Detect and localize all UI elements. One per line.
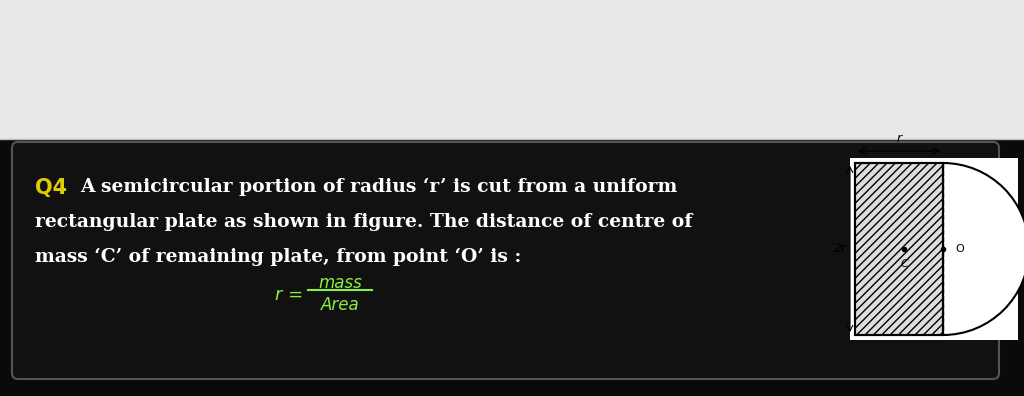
- Bar: [0, 139, 1024, 396]
- Text: O: O: [955, 244, 964, 254]
- Text: 2r: 2r: [834, 242, 847, 255]
- Text: Area: Area: [321, 296, 359, 314]
- Bar: [855, 163, 943, 335]
- Text: mass ‘C’ of remaining plate, from point ‘O’ is :: mass ‘C’ of remaining plate, from point …: [35, 248, 521, 267]
- Text: rectangular plate as shown in figure. The distance of centre of: rectangular plate as shown in figure. Th…: [35, 213, 692, 231]
- Wedge shape: [943, 163, 1024, 335]
- Bar: [0, 0, 1024, 139]
- Text: r =: r =: [275, 286, 303, 304]
- Text: r: r: [896, 132, 901, 145]
- Text: A semicircular portion of radius ‘r’ is cut from a uniform: A semicircular portion of radius ‘r’ is …: [80, 178, 677, 196]
- Bar: [850, 158, 1018, 340]
- Text: mass: mass: [318, 274, 361, 292]
- FancyBboxPatch shape: [12, 142, 999, 379]
- Bar: [855, 163, 943, 335]
- Text: C: C: [900, 259, 908, 269]
- Text: Q4: Q4: [35, 178, 68, 198]
